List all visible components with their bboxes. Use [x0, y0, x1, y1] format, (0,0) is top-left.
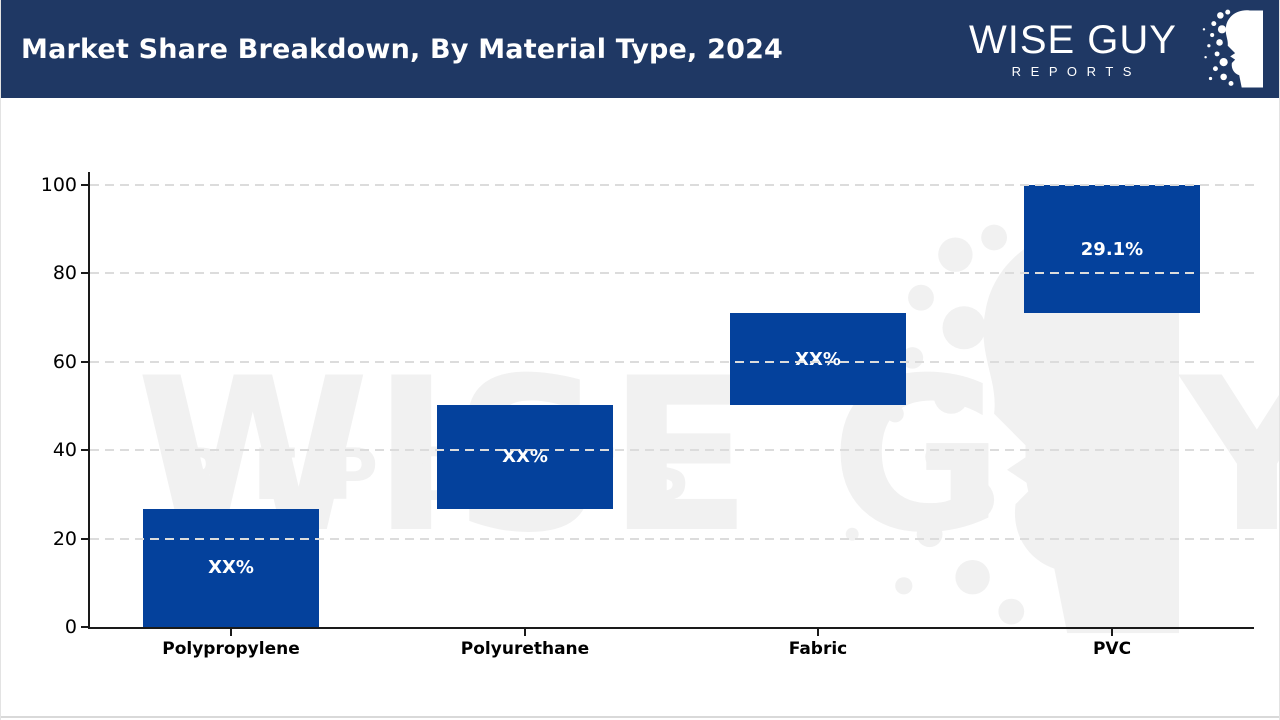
bar-polypropylene: XX%: [143, 508, 319, 627]
y-tick-label-40: 40: [52, 439, 77, 462]
gridline-40: [90, 449, 1254, 452]
bar-value-label: XX%: [502, 446, 548, 468]
logo-wordmark: WISE GUY: [968, 17, 1177, 62]
gridline-100: [90, 183, 1254, 186]
brand-logo: WISE GUY R E P O R T S: [969, 8, 1265, 90]
gridline-80: [90, 272, 1254, 275]
y-tick-80: [81, 272, 89, 275]
watermark-face-icon: [838, 224, 1179, 634]
brand-logo-text: WISE GUY R E P O R T S: [969, 20, 1177, 79]
category-label-fabric: Fabric: [788, 639, 848, 659]
bar-value-label: 29.1%: [1080, 238, 1144, 260]
x-tick-pvc: [1111, 628, 1113, 636]
bar-value-label: XX%: [208, 557, 254, 579]
y-tick-label-60: 60: [52, 350, 77, 373]
y-tick-label-0: 0: [64, 616, 77, 638]
category-label-polyurethane: Polyurethane: [460, 639, 590, 659]
y-tick-0: [81, 626, 89, 628]
x-axis-line: [88, 627, 1254, 629]
y-tick-label-20: 20: [52, 527, 77, 550]
x-tick-polyurethane: [524, 628, 526, 636]
y-tick-100: [81, 183, 89, 186]
header-bar: Market Share Breakdown, By Material Type…: [1, 0, 1279, 98]
y-axis-line: [88, 172, 90, 629]
gridline-20: [90, 537, 1254, 540]
y-tick-label-100: 100: [40, 173, 77, 196]
y-tick-label-80: 80: [52, 262, 77, 285]
bottom-border: [1, 716, 1279, 718]
bar-fabric: XX%: [730, 313, 906, 405]
bar-pvc: 29.1%: [1024, 184, 1200, 314]
x-tick-fabric: [817, 628, 819, 636]
gridline-60: [90, 360, 1254, 363]
logo-subtitle: R E P O R T S: [1011, 63, 1135, 79]
y-tick-60: [81, 360, 89, 363]
bar-value-label: XX%: [795, 348, 841, 370]
chart-title: Market Share Breakdown, By Material Type…: [21, 33, 784, 65]
category-label-pvc: PVC: [1092, 639, 1132, 659]
bar-polyurethane: XX%: [437, 404, 613, 509]
y-tick-20: [81, 537, 89, 540]
y-tick-40: [81, 449, 89, 452]
category-label-polypropylene: Polypropylene: [162, 639, 300, 659]
x-tick-polypropylene: [230, 628, 232, 636]
wise-guy-face-icon: [1202, 9, 1263, 88]
